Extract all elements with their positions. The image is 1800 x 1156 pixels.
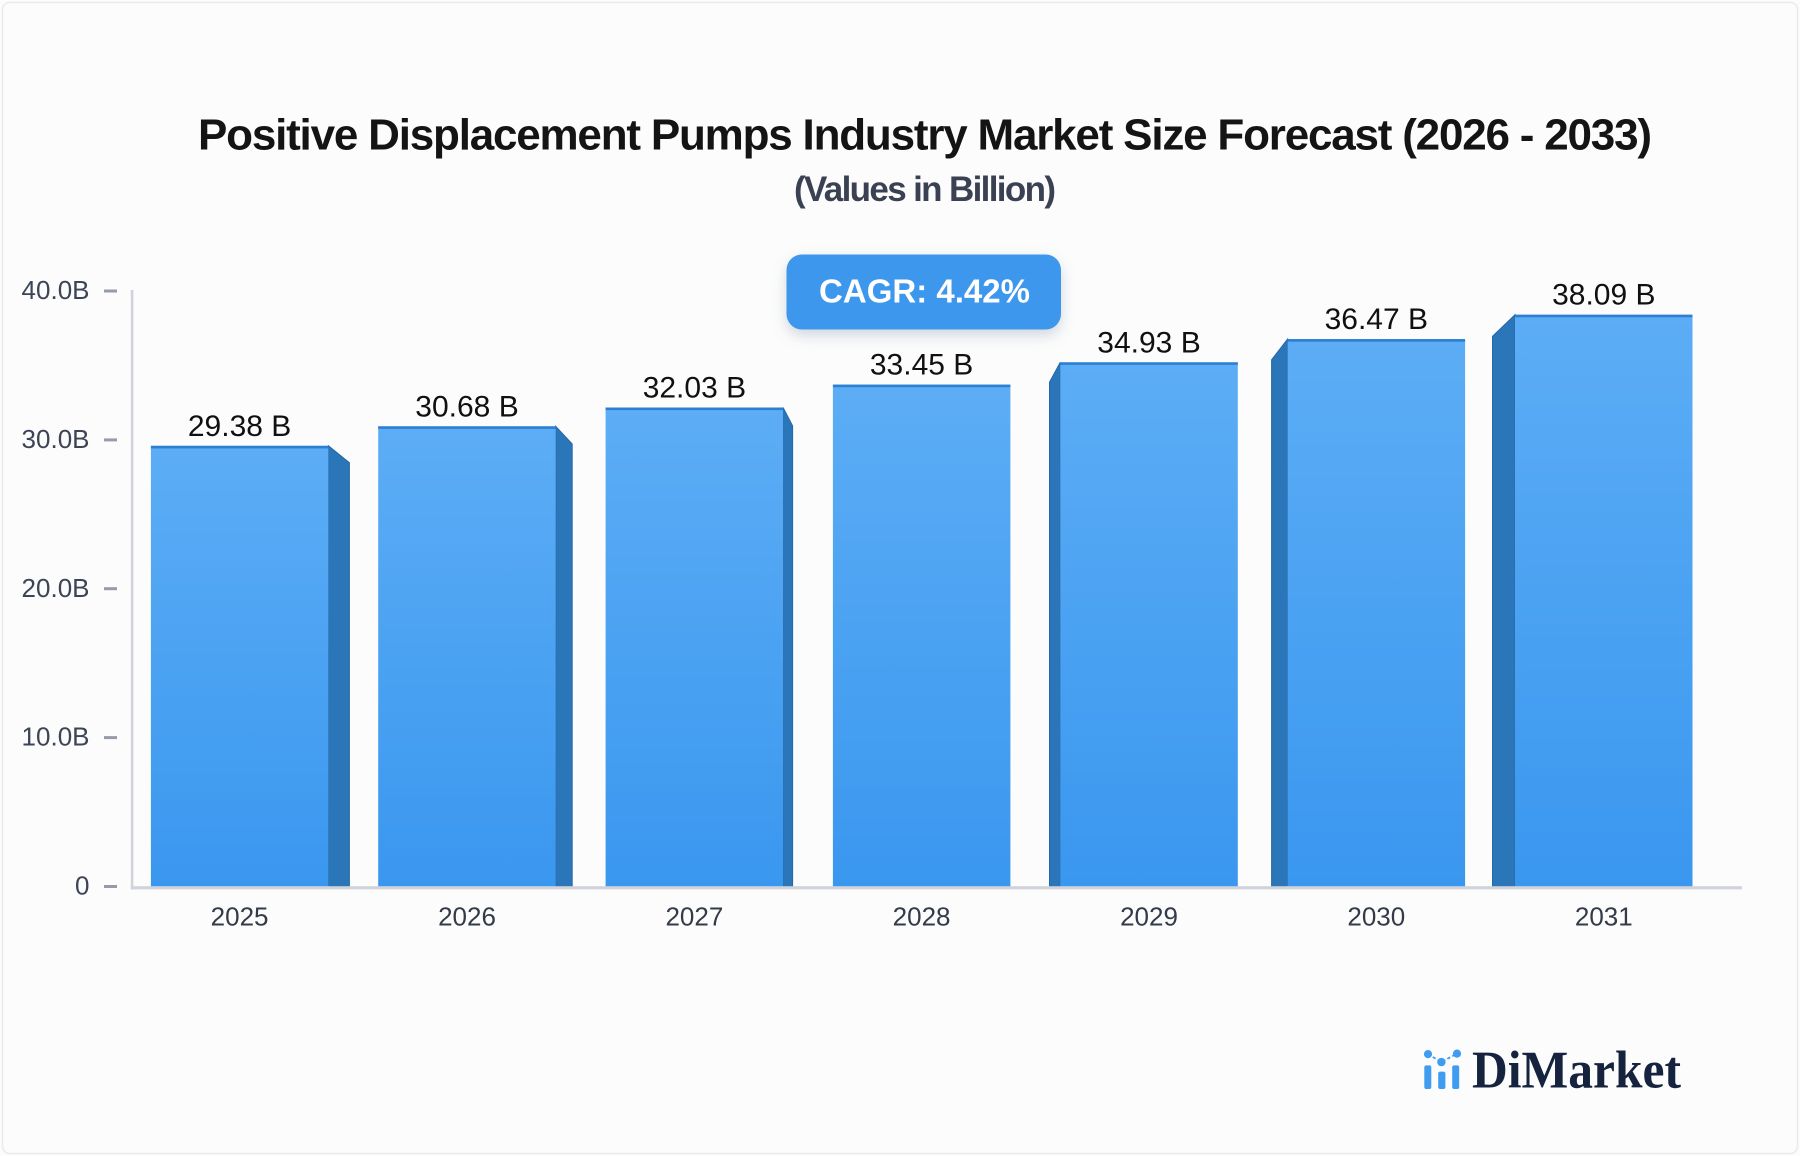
svg-text:2026: 2026 — [438, 902, 496, 932]
svg-text:20.0B: 20.0B — [22, 573, 90, 603]
svg-text:40.0B: 40.0B — [22, 275, 90, 305]
svg-text:10.0B: 10.0B — [22, 722, 90, 752]
svg-text:DiMarket: DiMarket — [1472, 1042, 1681, 1100]
svg-text:2029: 2029 — [1120, 902, 1178, 932]
svg-text:2031: 2031 — [1575, 902, 1633, 932]
svg-text:33.45 B: 33.45 B — [870, 349, 973, 382]
svg-text:0: 0 — [75, 871, 89, 901]
svg-text:2028: 2028 — [893, 902, 951, 932]
svg-text:30.68 B: 30.68 B — [415, 390, 518, 423]
svg-text:38.09 B: 38.09 B — [1552, 279, 1655, 312]
svg-text:2027: 2027 — [665, 902, 723, 932]
svg-text:32.03 B: 32.03 B — [643, 372, 746, 405]
svg-text:CAGR: 4.42%: CAGR: 4.42% — [819, 273, 1030, 310]
svg-text:30.0B: 30.0B — [22, 424, 90, 454]
svg-text:(Values in Billion): (Values in Billion) — [794, 170, 1056, 209]
svg-text:2030: 2030 — [1347, 902, 1405, 932]
svg-text:34.93 B: 34.93 B — [1097, 326, 1200, 359]
svg-text:2025: 2025 — [211, 902, 269, 932]
svg-text:Positive Displacement Pumps In: Positive Displacement Pumps Industry Mar… — [198, 111, 1652, 160]
svg-text:29.38 B: 29.38 B — [188, 410, 291, 443]
svg-text:36.47 B: 36.47 B — [1325, 303, 1428, 336]
